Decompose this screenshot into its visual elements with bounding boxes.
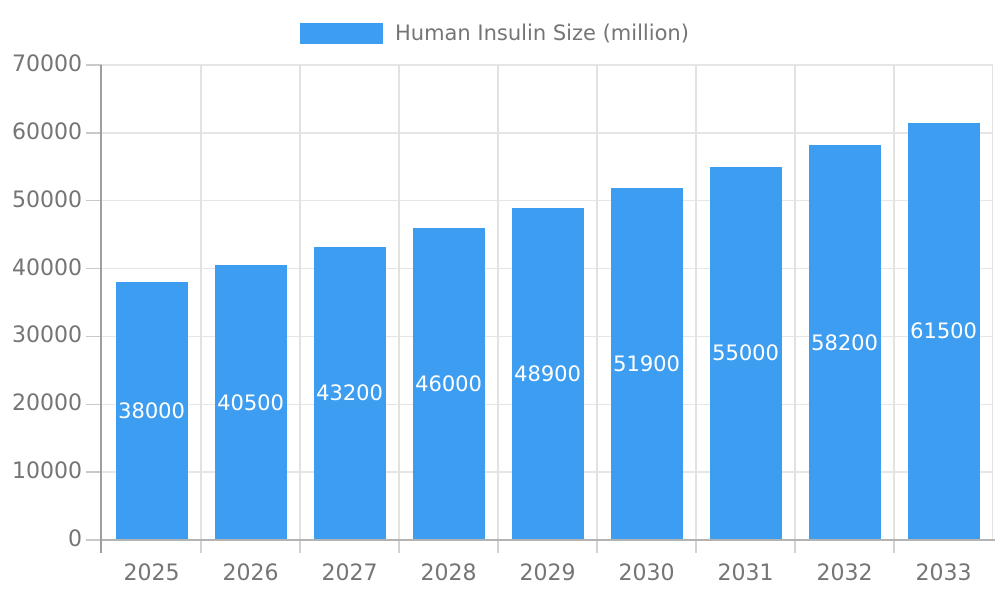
y-axis-label: 20000 [12, 391, 82, 417]
y-axis-label: 50000 [12, 187, 82, 213]
gridline-vertical [794, 65, 796, 540]
bar-2026[interactable]: 40500 [214, 265, 287, 540]
y-axis-tick [86, 335, 102, 338]
x-axis-label-2030: 2030 [618, 561, 675, 586]
gridline-horizontal [102, 64, 993, 66]
bar-2033[interactable]: 61500 [907, 122, 980, 540]
gridline-vertical [299, 65, 301, 540]
legend-label: Human Insulin Size (million) [395, 21, 689, 45]
x-axis-tick [497, 540, 499, 553]
plot-right-border [991, 65, 993, 540]
y-axis-tick [86, 132, 102, 134]
y-axis-label: 30000 [12, 323, 82, 349]
bar-2029[interactable]: 48900 [511, 208, 584, 540]
legend-color-swatch-icon [300, 22, 383, 44]
y-axis-label: 70000 [12, 52, 82, 77]
x-axis-label-2032: 2032 [816, 561, 873, 586]
y-axis-label: 60000 [12, 119, 82, 145]
x-axis-label-2028: 2028 [420, 561, 477, 586]
x-axis-tick [398, 540, 400, 553]
y-axis-tick [86, 64, 102, 66]
x-axis-label-2026: 2026 [222, 561, 279, 586]
x-axis-tick [695, 540, 697, 553]
x-axis-line [102, 539, 995, 541]
gridline-vertical [398, 65, 400, 540]
bar-value-label: 46000 [415, 371, 482, 396]
bar-value-label: 43200 [316, 381, 383, 406]
bar-2025[interactable]: 38000 [115, 282, 188, 540]
bar-value-label: 55000 [712, 341, 779, 366]
x-axis-label-2027: 2027 [321, 561, 378, 586]
bar-value-label: 38000 [118, 399, 185, 424]
bar-2027[interactable]: 43200 [313, 246, 386, 540]
y-axis-tick [86, 267, 102, 270]
x-axis-tick [299, 540, 301, 553]
bar-2032[interactable]: 58200 [808, 145, 881, 540]
y-axis-label: 0 [68, 527, 82, 552]
x-axis-label-2029: 2029 [519, 561, 576, 586]
bar-value-label: 40500 [217, 390, 284, 415]
x-axis-tick [200, 540, 202, 553]
y-axis-tick [86, 199, 102, 202]
x-axis-label-2031: 2031 [717, 561, 774, 586]
y-axis-line [100, 65, 102, 553]
gridline-horizontal [102, 199, 993, 202]
y-axis-tick [86, 539, 102, 541]
bar-2030[interactable]: 51900 [610, 187, 683, 540]
gridline-vertical [893, 65, 895, 540]
y-axis-label: 40000 [12, 255, 82, 281]
x-axis-tick [893, 540, 895, 553]
bar-value-label: 61500 [910, 319, 977, 344]
x-axis-label-2025: 2025 [123, 561, 180, 586]
bar-2028[interactable]: 46000 [412, 227, 485, 540]
bar-value-label: 58200 [811, 330, 878, 355]
x-axis-label-2033: 2033 [915, 561, 972, 586]
gridline-vertical [695, 65, 697, 540]
gridline-horizontal [102, 132, 993, 134]
y-axis-label: 10000 [12, 459, 82, 485]
x-axis-tick [596, 540, 598, 553]
bar-value-label: 48900 [514, 362, 581, 387]
gridline-vertical [497, 65, 499, 540]
legend-item[interactable]: Human Insulin Size (million) [300, 22, 689, 44]
bar-2031[interactable]: 55000 [709, 166, 782, 540]
x-axis-tick [794, 540, 796, 553]
gridline-vertical [596, 65, 598, 540]
y-axis-tick [86, 403, 102, 406]
bar-value-label: 51900 [613, 351, 680, 376]
y-axis-tick [86, 471, 102, 473]
gridline-vertical [200, 65, 202, 540]
